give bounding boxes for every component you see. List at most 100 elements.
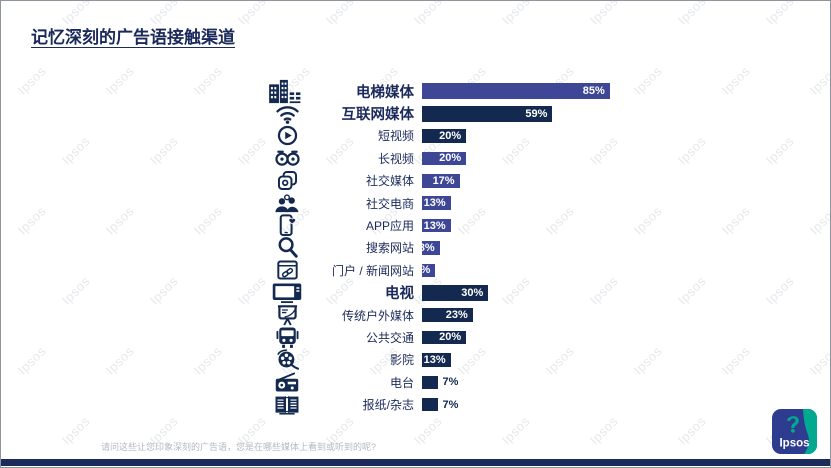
bar: 85%: [422, 83, 610, 100]
bar: 23%: [422, 308, 473, 322]
page-title: 记忆深刻的广告语接触渠道: [31, 28, 235, 47]
ipsos-watermark: Ipsos: [718, 203, 753, 238]
ipsos-watermark: Ipsos: [410, 1, 445, 28]
ipsos-watermark: Ipsos: [14, 203, 49, 238]
chart-row: 社交媒体 17%: [264, 170, 637, 192]
chart-row: 电梯媒体 85%: [264, 79, 637, 103]
category-label: 传统户外媒体: [341, 308, 414, 323]
bar-track: 23%: [422, 308, 637, 322]
chart-row: 社交电商 13%: [264, 192, 637, 214]
ipsos-watermark: Ipsos: [1, 273, 5, 308]
bar-track: 20%: [422, 151, 637, 166]
bar-track: 6%: [414, 263, 637, 278]
category-label: 电台: [389, 375, 414, 390]
category-label: 互联网媒体: [341, 107, 415, 124]
category-label: APP应用: [365, 219, 414, 234]
value-label: 13%: [423, 353, 446, 366]
ipsos-watermark: Ipsos: [102, 203, 137, 238]
ipsos-watermark: Ipsos: [498, 413, 533, 448]
category-label: 影院: [389, 353, 414, 368]
bus-icon: [264, 326, 310, 349]
ipsos-watermark: Ipsos: [674, 133, 709, 168]
film-reel-icon: [264, 348, 310, 371]
wifi-icon: [264, 104, 310, 124]
ipsos-watermark: Ipsos: [718, 63, 753, 98]
open-book-icon: [264, 395, 310, 415]
chart-row: 公共交通 20%: [264, 326, 637, 348]
bar: [422, 375, 438, 390]
phone-heart-icon: [264, 214, 310, 237]
bar: 6%: [414, 263, 436, 278]
value-label: 30%: [461, 286, 484, 299]
ipsos-watermark: Ipsos: [58, 133, 93, 168]
bar: 13%: [422, 196, 451, 210]
ipsos-watermark: Ipsos: [806, 63, 830, 98]
tv-icon: [264, 282, 310, 304]
bar-track: 13%: [422, 353, 637, 367]
ipsos-watermark: Ipsos: [674, 413, 709, 448]
ipsos-watermark: Ipsos: [234, 1, 269, 28]
ipsos-watermark: Ipsos: [58, 413, 93, 448]
ipsos-watermark: Ipsos: [762, 273, 797, 308]
bar: 13%: [422, 218, 451, 233]
chart-row: 门户 / 新闻网站 6%: [264, 259, 637, 281]
bar-track: 13%: [422, 196, 637, 210]
bar: 30%: [422, 284, 489, 301]
value-label: 17%: [432, 174, 455, 187]
chart-row: 长视频 20%: [264, 147, 637, 169]
ipsos-watermark: Ipsos: [14, 63, 49, 98]
value-label: 7%: [442, 376, 459, 389]
category-label: 长视频: [377, 151, 414, 166]
ipsos-watermark: Ipsos: [806, 203, 830, 238]
value-label: 20%: [439, 331, 462, 344]
ipsos-watermark: Ipsos: [718, 343, 753, 378]
category-label: 短视频: [377, 129, 414, 144]
bar-track: 7%: [422, 397, 637, 412]
ipsos-watermark: Ipsos: [190, 343, 225, 378]
ipsos-watermark: Ipsos: [674, 273, 709, 308]
bar: [422, 397, 438, 412]
bar-track: 7%: [422, 375, 637, 390]
category-label: 公共交通: [365, 330, 414, 345]
bottom-accent-strip: [1, 459, 830, 466]
value-label: 6%: [414, 264, 431, 277]
ipsos-watermark: Ipsos: [498, 1, 533, 28]
bar: 13%: [422, 353, 451, 367]
ipsos-watermark: Ipsos: [190, 203, 225, 238]
ipsos-watermark: Ipsos: [762, 1, 797, 28]
category-label: 电梯媒体: [356, 84, 414, 101]
value-label: 13%: [423, 197, 446, 210]
ipsos-watermark: Ipsos: [1, 413, 5, 448]
chart-row: APP应用 13%: [264, 214, 637, 237]
ipsos-watermark: Ipsos: [14, 343, 49, 378]
value-label: 20%: [439, 129, 462, 142]
category-label: 社交电商: [365, 196, 414, 211]
chart-row: 报纸/杂志 7%: [264, 393, 637, 415]
ipsos-watermark: Ipsos: [410, 413, 445, 448]
ipsos-watermark: Ipsos: [586, 413, 621, 448]
value-label: 20%: [439, 152, 462, 165]
bar: 17%: [422, 174, 460, 188]
chart-row: 电视 30%: [264, 282, 637, 304]
chart-row: 互联网媒体 59%: [264, 102, 637, 124]
category-label: 报纸/杂志: [362, 398, 414, 413]
ipsos-watermark: Ipsos: [58, 273, 93, 308]
bar-track: 85%: [422, 83, 637, 100]
value-label: 59%: [525, 107, 548, 120]
stacked-apps-icon: [264, 170, 310, 191]
value-label: 8%: [418, 241, 435, 254]
ipsos-watermark: Ipsos: [1, 133, 5, 168]
value-label: 23%: [445, 309, 468, 322]
ipsos-watermark: Ipsos: [1, 1, 5, 28]
bar: 20%: [422, 151, 467, 166]
ipsos-watermark: Ipsos: [322, 1, 357, 28]
bar: 8%: [418, 241, 440, 255]
browser-link-icon: [264, 260, 310, 280]
billboard-icon: [264, 304, 310, 327]
ipsos-watermark: Ipsos: [586, 1, 621, 28]
ipsos-watermark: Ipsos: [102, 343, 137, 378]
chart-row: 影院 13%: [264, 349, 637, 371]
value-label: 85%: [582, 85, 605, 98]
ipsos-watermark: Ipsos: [190, 63, 225, 98]
